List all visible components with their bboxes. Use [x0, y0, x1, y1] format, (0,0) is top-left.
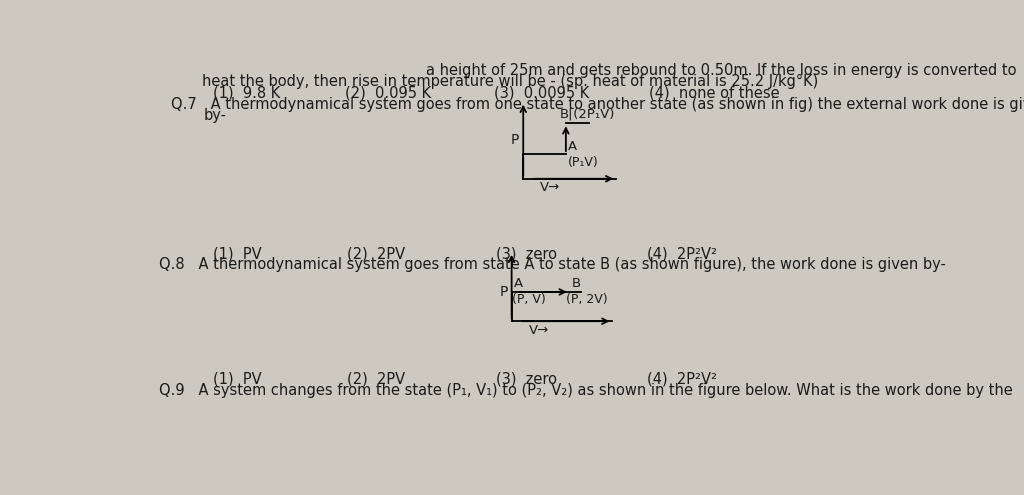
Text: (P₁V): (P₁V): [567, 155, 598, 169]
Text: B|: B|: [560, 108, 573, 121]
Text: V→: V→: [541, 181, 560, 194]
Text: P: P: [511, 133, 519, 147]
Text: (2)  2PV: (2) 2PV: [347, 247, 406, 261]
Text: Q.7   A thermodynamical system goes from one state to another state (as shown in: Q.7 A thermodynamical system goes from o…: [171, 97, 1024, 112]
Text: A: A: [514, 277, 523, 290]
Text: (1)  PV: (1) PV: [213, 371, 262, 386]
Text: heat the body, then rise in temperature will be - (sp. heat of material is 25.2 : heat the body, then rise in temperature …: [202, 74, 818, 89]
Text: (2)  0.095 K: (2) 0.095 K: [345, 86, 431, 100]
Text: (1)  PV: (1) PV: [213, 247, 262, 261]
Text: (4)  2P²V²: (4) 2P²V²: [647, 371, 717, 386]
Text: Q.9   A system changes from the state (P₁, V₁) to (P₂, V₂) as shown in the figur: Q.9 A system changes from the state (P₁,…: [159, 383, 1013, 398]
Text: V→: V→: [528, 324, 549, 337]
Text: (P, 2V): (P, 2V): [566, 294, 607, 306]
Text: a height of 25m and gets rebound to 0.50m. If the loss in energy is converted to: a height of 25m and gets rebound to 0.50…: [202, 63, 1016, 78]
Text: (1)  9.8 K: (1) 9.8 K: [213, 86, 281, 100]
Text: by-: by-: [204, 108, 227, 123]
Text: A: A: [567, 140, 577, 152]
Text: (3)  zero: (3) zero: [496, 247, 557, 261]
Text: B: B: [572, 277, 582, 290]
Text: (4)  none of these: (4) none of these: [649, 86, 779, 100]
Text: (4)  2P²V²: (4) 2P²V²: [647, 247, 717, 261]
Text: Q.8   A thermodynamical system goes from state A to state B (as shown figure), t: Q.8 A thermodynamical system goes from s…: [159, 257, 946, 272]
Text: (2)  2PV: (2) 2PV: [347, 371, 406, 386]
Text: P: P: [500, 285, 508, 299]
Text: (3)  zero: (3) zero: [496, 371, 557, 386]
Text: (P, V): (P, V): [512, 294, 546, 306]
Text: (3)  0.0095 K: (3) 0.0095 K: [494, 86, 589, 100]
Text: (2P₁V): (2P₁V): [569, 108, 614, 121]
